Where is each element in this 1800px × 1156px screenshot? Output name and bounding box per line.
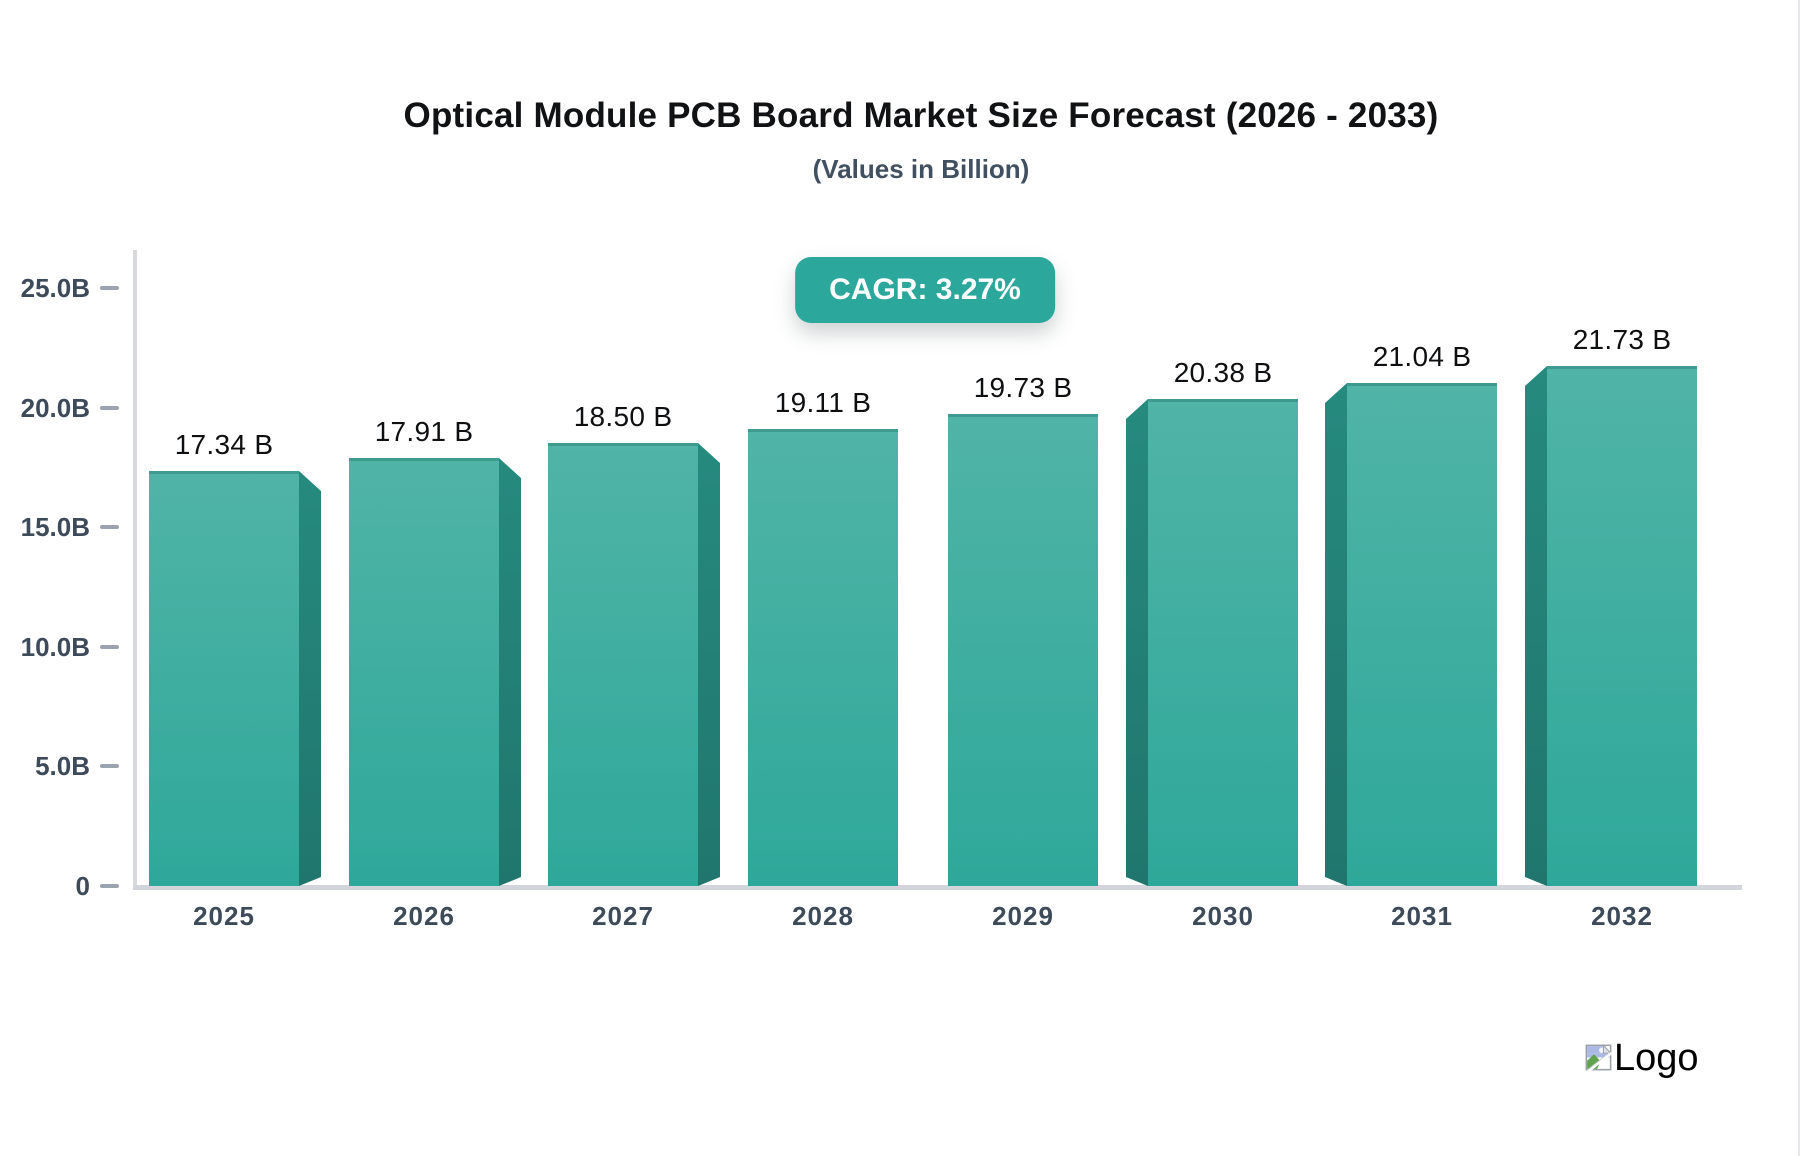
bar-value-label: 19.73 B xyxy=(973,372,1073,403)
cagr-badge: CAGR: 3.27% xyxy=(795,257,1055,323)
y-axis-tick-mark xyxy=(100,286,119,290)
x-axis-label-2025: 2025 xyxy=(193,901,255,931)
y-axis-tick-mark xyxy=(100,644,119,649)
bar-2027[interactable] xyxy=(548,443,698,886)
bar-2031[interactable] xyxy=(1347,383,1497,886)
bar-3d-side-2027 xyxy=(698,443,720,886)
x-axis-label-2032: 2032 xyxy=(1591,901,1653,931)
bar-2028[interactable] xyxy=(748,429,898,886)
bar-value-label: 21.73 B xyxy=(1572,324,1672,355)
y-axis-tick-label: 15.0B xyxy=(20,512,90,543)
bar-3d-side-2026 xyxy=(499,458,521,886)
bar-value-label: 21.04 B xyxy=(1372,341,1472,372)
x-axis-label-2030: 2030 xyxy=(1192,901,1254,931)
bar-3d-side-2032 xyxy=(1525,366,1547,886)
y-axis-tick-label: 0 xyxy=(75,871,90,901)
bar-value-label: 20.38 B xyxy=(1173,357,1273,388)
bar-3d-side-2025 xyxy=(299,471,321,886)
x-axis-label-2031: 2031 xyxy=(1391,901,1453,931)
y-axis-tick-mark xyxy=(100,525,119,530)
x-axis-label-2028: 2028 xyxy=(792,901,854,931)
y-axis-line xyxy=(133,250,137,890)
x-axis-line xyxy=(133,885,1742,890)
y-axis-tick-label: 25.0B xyxy=(20,273,90,303)
bar-2030[interactable] xyxy=(1148,399,1298,886)
watermark-logo: Logo xyxy=(1583,1036,1699,1080)
bar-value-label: 18.50 B xyxy=(573,401,673,432)
broken-image-icon xyxy=(1585,1044,1613,1072)
bar-2032[interactable] xyxy=(1547,366,1697,886)
bar-2025[interactable] xyxy=(149,471,299,886)
y-axis-tick-label: 5.0B xyxy=(35,751,90,782)
x-axis-label-2026: 2026 xyxy=(393,901,455,931)
y-axis-tick-label: 10.0B xyxy=(20,631,90,662)
y-axis-tick-mark xyxy=(100,764,119,769)
bar-value-label: 17.34 B xyxy=(174,429,274,460)
chart-header: Optical Module PCB Board Market Size For… xyxy=(44,96,1798,185)
chart-subtitle: (Values in Billion) xyxy=(812,154,1030,184)
y-axis-tick-label: 20.0B xyxy=(20,392,90,423)
bar-3d-side-2031 xyxy=(1325,383,1347,886)
bar-2026[interactable] xyxy=(349,458,499,886)
bar-2029[interactable] xyxy=(948,414,1098,886)
y-axis-tick-mark xyxy=(100,884,119,888)
logo-alt-text: Logo xyxy=(1614,1037,1699,1079)
bar-3d-side-2030 xyxy=(1126,399,1148,886)
x-axis-label-2029: 2029 xyxy=(992,901,1054,931)
y-axis-tick-mark xyxy=(100,405,119,410)
bar-value-label: 17.91 B xyxy=(374,416,474,447)
bar-value-label: 19.11 B xyxy=(774,387,872,418)
x-axis-label-2027: 2027 xyxy=(592,901,654,931)
chart-title: Optical Module PCB Board Market Size For… xyxy=(403,96,1439,135)
